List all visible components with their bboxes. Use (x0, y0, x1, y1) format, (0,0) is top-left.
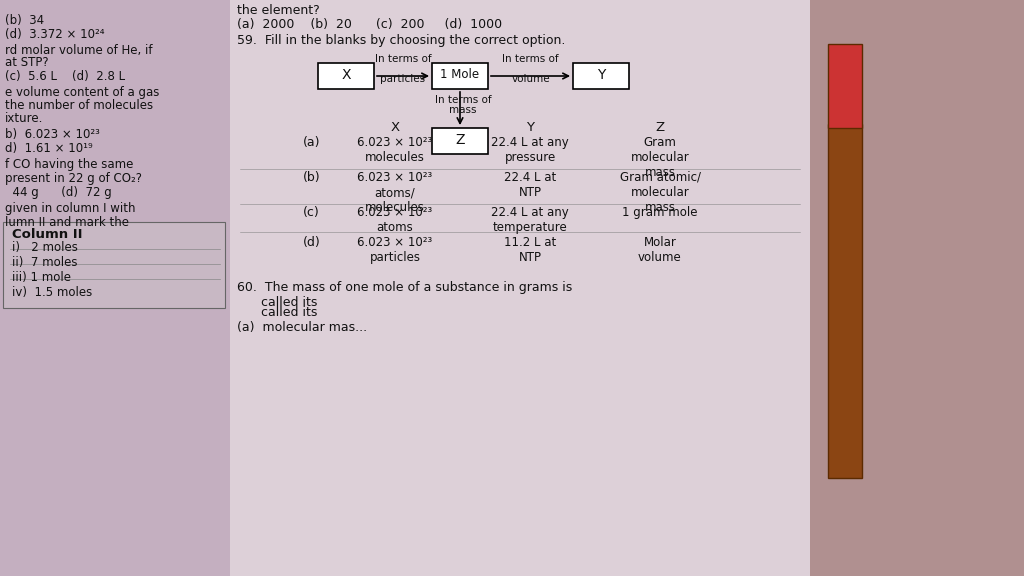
Text: In terms of: In terms of (434, 95, 492, 105)
Text: mass: mass (450, 105, 477, 115)
Text: 6.023 × 10²³
molecules: 6.023 × 10²³ molecules (357, 136, 432, 164)
Text: iii) 1 mole: iii) 1 mole (12, 271, 71, 284)
Text: particles: particles (381, 74, 426, 84)
Text: 59.  Fill in the blanks by choosing the correct option.: 59. Fill in the blanks by choosing the c… (237, 34, 565, 47)
Text: X: X (390, 121, 399, 134)
Text: Z: Z (655, 121, 665, 134)
Text: iv)  1.5 moles: iv) 1.5 moles (12, 286, 92, 299)
Text: (d)  3.372 × 10²⁴: (d) 3.372 × 10²⁴ (5, 28, 104, 41)
FancyBboxPatch shape (0, 0, 230, 576)
Text: In terms of: In terms of (502, 54, 559, 64)
Text: the element?: the element? (237, 4, 319, 17)
Text: 22.4 L at any
temperature: 22.4 L at any temperature (492, 206, 569, 234)
Text: 6.023 × 10²³
atoms: 6.023 × 10²³ atoms (357, 206, 432, 234)
Text: the number of molecules: the number of molecules (5, 99, 154, 112)
Text: (b)  34: (b) 34 (5, 14, 44, 27)
Text: e volume content of a gas: e volume content of a gas (5, 86, 160, 99)
Text: 22.4 L at
NTP: 22.4 L at NTP (504, 171, 556, 199)
Text: f CO having the same: f CO having the same (5, 158, 133, 171)
Text: Y: Y (526, 121, 534, 134)
Text: called its: called its (237, 306, 317, 319)
Text: i)   2 moles: i) 2 moles (12, 241, 78, 254)
Text: 6.023 × 10²³
atoms/
molecules: 6.023 × 10²³ atoms/ molecules (357, 171, 432, 214)
Text: 44 g      (d)  72 g: 44 g (d) 72 g (5, 186, 112, 199)
Text: Molar
volume: Molar volume (638, 236, 682, 264)
FancyBboxPatch shape (432, 128, 488, 154)
Text: Y: Y (597, 68, 605, 82)
Text: 60.  The mass of one mole of a substance in grams is
      called its: 60. The mass of one mole of a substance … (237, 281, 572, 309)
Text: 6.023 × 10²³
particles: 6.023 × 10²³ particles (357, 236, 432, 264)
Text: b)  6.023 × 10²³: b) 6.023 × 10²³ (5, 128, 100, 141)
Text: In terms of: In terms of (375, 54, 431, 64)
FancyBboxPatch shape (828, 44, 862, 128)
Text: (c)  5.6 L    (d)  2.8 L: (c) 5.6 L (d) 2.8 L (5, 70, 125, 83)
Text: Gram
molecular
mass: Gram molecular mass (631, 136, 689, 179)
Text: present in 22 g of CO₂?: present in 22 g of CO₂? (5, 172, 142, 185)
Text: given in column I with: given in column I with (5, 202, 135, 215)
Text: 1 Mole: 1 Mole (440, 69, 479, 81)
FancyBboxPatch shape (432, 63, 488, 89)
Text: Column II: Column II (12, 228, 83, 241)
FancyBboxPatch shape (230, 0, 810, 576)
Text: (a): (a) (303, 136, 321, 149)
Text: (a)  2000    (b)  20      (c)  200     (d)  1000: (a) 2000 (b) 20 (c) 200 (d) 1000 (237, 18, 502, 31)
Text: lumn II and mark the: lumn II and mark the (5, 216, 129, 229)
FancyBboxPatch shape (573, 63, 629, 89)
Text: volume: volume (511, 74, 550, 84)
Text: 11.2 L at
NTP: 11.2 L at NTP (504, 236, 556, 264)
Text: X: X (341, 68, 351, 82)
Text: ixture.: ixture. (5, 112, 43, 125)
Text: Gram atomic/
molecular
mass: Gram atomic/ molecular mass (620, 171, 700, 214)
FancyBboxPatch shape (810, 0, 1024, 576)
Text: d)  1.61 × 10¹⁹: d) 1.61 × 10¹⁹ (5, 142, 93, 155)
Text: (c): (c) (303, 206, 319, 219)
Text: (d): (d) (303, 236, 321, 249)
Text: 1 gram mole: 1 gram mole (623, 206, 697, 219)
Text: 22.4 L at any
pressure: 22.4 L at any pressure (492, 136, 569, 164)
Text: rd molar volume of He, if: rd molar volume of He, if (5, 44, 153, 57)
Text: (a)  molecular mas...: (a) molecular mas... (237, 321, 368, 334)
FancyBboxPatch shape (828, 124, 862, 478)
Text: Z: Z (456, 133, 465, 147)
Text: ii)  7 moles: ii) 7 moles (12, 256, 78, 269)
FancyBboxPatch shape (3, 222, 225, 308)
FancyBboxPatch shape (318, 63, 374, 89)
Text: at STP?: at STP? (5, 56, 48, 69)
Text: (b): (b) (303, 171, 321, 184)
